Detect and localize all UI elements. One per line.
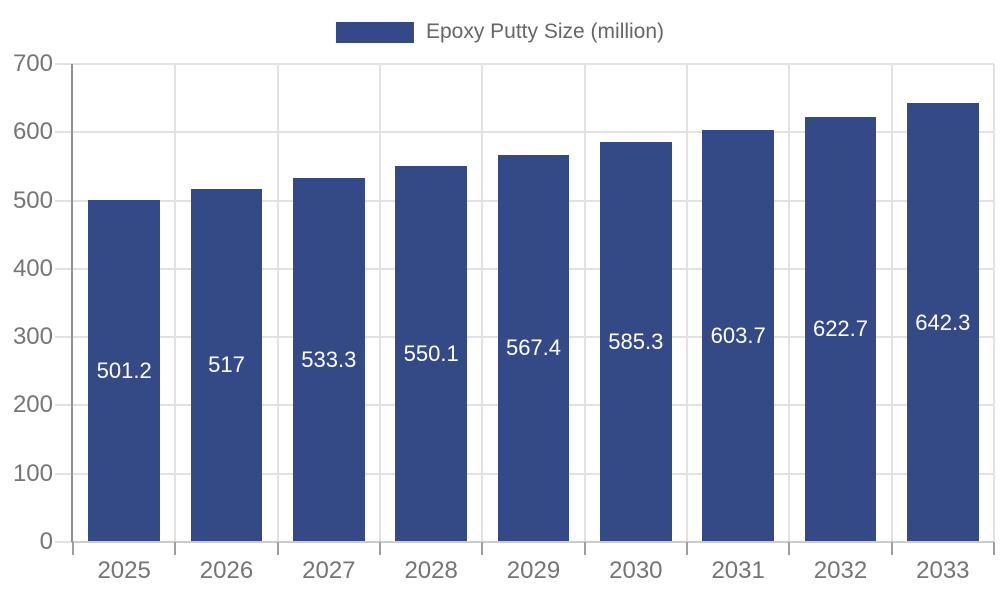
bar[interactable]: 501.2 (88, 199, 160, 542)
y-axis-tick (55, 131, 73, 134)
plot-area: 501.2 517 533.3 550.1 567.4 585.3 603.7 622.7 64… (73, 63, 995, 542)
grid-line-vertical (481, 64, 484, 542)
x-axis-tick (583, 542, 586, 555)
y-axis-tick-label: 400 (12, 254, 53, 282)
legend-swatch (335, 21, 414, 43)
x-axis-tick (685, 542, 688, 555)
y-axis-tick-label: 0 (39, 528, 53, 555)
y-axis-tick-label: 500 (12, 186, 53, 214)
y-axis-labels: 0 100 200 300 400 500 600 700 (0, 52, 53, 554)
x-axis-tick (788, 542, 791, 555)
y-axis-tick-label: 300 (12, 323, 53, 351)
y-axis-tick (55, 541, 73, 543)
x-axis-tick (276, 542, 279, 555)
bar-value-label: 585.3 (608, 329, 664, 355)
x-axis-tick (890, 542, 893, 555)
y-axis-tick-label: 700 (12, 50, 53, 77)
grid-line-vertical (788, 64, 791, 542)
bar-value-label: 550.1 (403, 341, 459, 367)
x-axis-tick (481, 542, 484, 555)
y-axis-ticks (55, 63, 73, 543)
y-axis-tick (55, 472, 73, 475)
x-axis-tick-label: 2033 (916, 557, 970, 584)
x-axis-tick (174, 542, 177, 555)
y-axis-tick (55, 267, 73, 270)
bar-value-label: 567.4 (505, 335, 562, 361)
grid-line-vertical (685, 64, 688, 542)
x-axis-tick-label: 2026 (199, 557, 254, 584)
x-axis-tick-label: 2025 (97, 557, 151, 584)
bar[interactable]: 517 (190, 188, 263, 542)
y-axis-tick (55, 404, 73, 407)
x-axis-tick-label: 2028 (404, 557, 458, 584)
x-axis-tick-label: 2027 (302, 557, 356, 584)
y-axis-tick-label: 100 (12, 459, 53, 487)
grid-line-vertical (993, 64, 995, 542)
y-axis-tick-label: 600 (12, 118, 53, 146)
bar[interactable]: 550.1 (395, 166, 467, 542)
bar-value-label: 603.7 (710, 322, 766, 348)
x-axis-tick (378, 542, 381, 555)
grid-line-vertical (174, 64, 177, 542)
bar-value-label: 622.7 (812, 316, 869, 342)
x-axis-tick-label: 2031 (711, 557, 765, 584)
grid-line-vertical (276, 64, 279, 542)
grid-line-horizontal (73, 131, 994, 134)
bar[interactable]: 585.3 (600, 142, 672, 542)
bar[interactable]: 603.7 (702, 129, 774, 542)
grid-line-vertical (378, 64, 381, 542)
bar-value-label: 501.2 (96, 357, 152, 383)
grid-line-vertical (583, 64, 586, 542)
x-axis-tick-label: 2030 (609, 557, 663, 584)
x-axis-tick-label: 2029 (506, 557, 561, 584)
x-axis-line (73, 541, 994, 543)
bar[interactable]: 642.3 (907, 103, 979, 542)
bar-value-label: 642.3 (915, 309, 971, 335)
grid-line-horizontal (73, 63, 994, 65)
bar[interactable]: 622.7 (804, 116, 877, 542)
x-axis-tick (993, 542, 995, 555)
grid-line-vertical (890, 64, 893, 542)
x-axis-tick-label: 2032 (813, 557, 868, 584)
y-axis-tick (55, 199, 73, 202)
bar[interactable]: 567.4 (497, 154, 570, 542)
y-axis-tick (55, 63, 73, 65)
x-axis-ticks (72, 542, 995, 555)
x-axis-tick (72, 542, 74, 555)
legend-label: Epoxy Putty Size (million) (425, 20, 665, 43)
y-axis-tick-label: 200 (12, 391, 53, 419)
x-axis-labels: 2025 2026 2027 2028 2029 2030 2031 2032 2033 (73, 557, 994, 590)
y-axis-line (71, 64, 73, 542)
legend[interactable]: Epoxy Putty Size (million) (335, 20, 665, 44)
y-axis-tick (55, 336, 73, 339)
bar[interactable]: 533.3 (293, 177, 365, 542)
bar-value-label: 533.3 (301, 346, 357, 372)
bar-value-label: 517 (208, 352, 245, 378)
